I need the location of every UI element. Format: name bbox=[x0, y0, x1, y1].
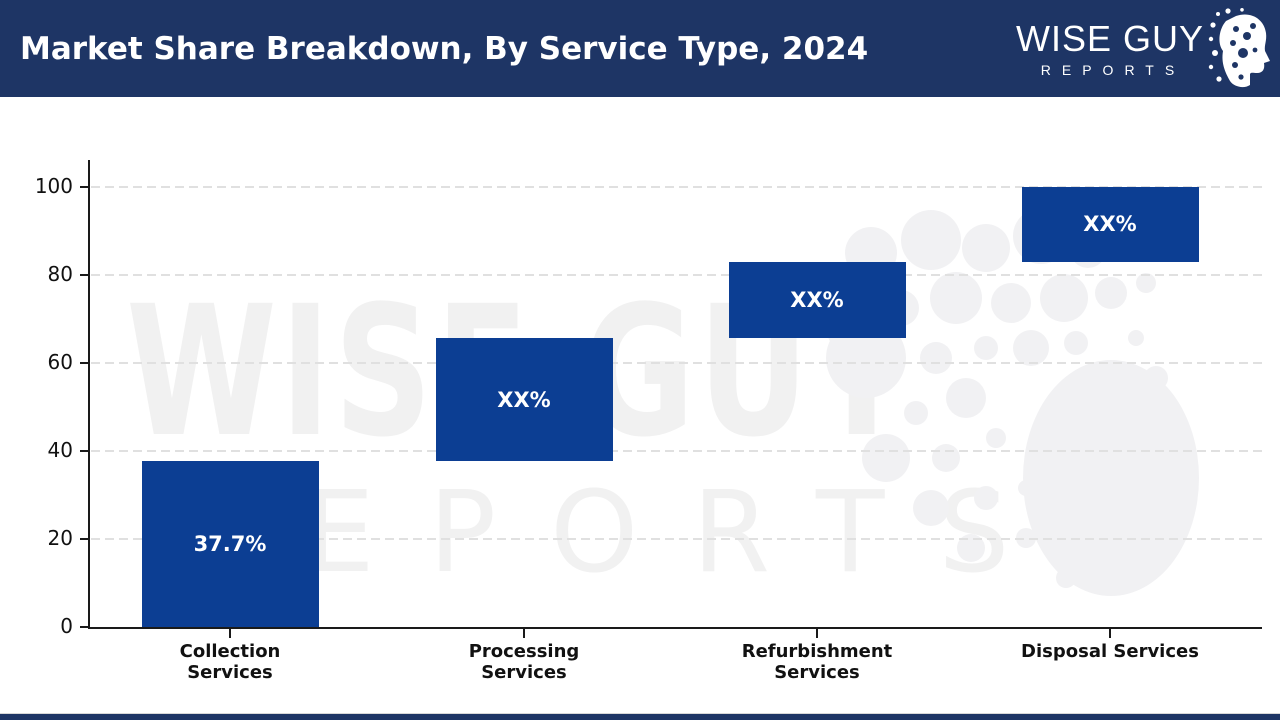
bar-value-label-disposal-services: XX% bbox=[1083, 212, 1137, 237]
x-axis-category-label-disposal-services: Disposal Services bbox=[990, 641, 1230, 662]
y-axis-tick-20 bbox=[80, 538, 88, 540]
bar-collection-services: 37.7% bbox=[141, 461, 319, 627]
bar-disposal-services: XX% bbox=[1021, 187, 1199, 262]
header-bar: Market Share Breakdown, By Service Type,… bbox=[0, 0, 1280, 97]
logo-wordmark: WISE GUY bbox=[1015, 17, 1204, 59]
y-axis-tick-label-100: 100 bbox=[34, 174, 73, 198]
footer-bar bbox=[0, 714, 1280, 720]
gridline-100 bbox=[91, 186, 1262, 188]
bar-processing-services: XX% bbox=[435, 337, 613, 462]
y-axis-tick-80 bbox=[80, 274, 88, 276]
y-axis-tick-label-60: 60 bbox=[47, 350, 73, 374]
logo-text: WISE GUY REPORTS bbox=[1015, 17, 1204, 78]
x-axis-tick-collection-services bbox=[229, 629, 231, 638]
bar-value-label-refurbishment-services: XX% bbox=[790, 287, 844, 312]
gridline-80 bbox=[91, 274, 1262, 276]
y-axis-tick-40 bbox=[80, 450, 88, 452]
category-label-line: Disposal Services bbox=[1021, 641, 1199, 662]
x-axis-tick-processing-services bbox=[523, 629, 525, 638]
category-label-line: Services bbox=[187, 662, 273, 683]
y-axis-tick-label-40: 40 bbox=[47, 438, 73, 462]
x-axis-category-label-refurbishment-services: Refurbishment Services bbox=[697, 641, 937, 683]
gridline-60 bbox=[91, 362, 1262, 364]
y-axis-tick-label-20: 20 bbox=[47, 526, 73, 550]
wise-guy-head-icon bbox=[1208, 8, 1270, 88]
y-axis-tick-0 bbox=[80, 626, 88, 628]
bar-refurbishment-services: XX% bbox=[728, 261, 906, 338]
y-axis-tick-100 bbox=[80, 186, 88, 188]
x-axis-category-label-processing-services: Processing Services bbox=[404, 641, 644, 683]
y-axis-tick-label-80: 80 bbox=[47, 262, 73, 286]
x-axis-line bbox=[88, 627, 1262, 629]
chart-title: Market Share Breakdown, By Service Type,… bbox=[20, 30, 869, 67]
y-axis-line bbox=[88, 160, 90, 629]
bar-value-label-collection-services: 37.7% bbox=[193, 532, 267, 557]
gridline-20 bbox=[91, 538, 1262, 540]
category-label-line: Processing bbox=[468, 641, 580, 662]
logo-subtitle: REPORTS bbox=[1040, 61, 1186, 78]
bar-value-label-processing-services: XX% bbox=[497, 387, 551, 412]
x-axis-tick-refurbishment-services bbox=[816, 629, 818, 638]
category-label-line: Collection bbox=[179, 641, 281, 662]
footer-divider bbox=[0, 713, 1280, 714]
category-label-line: Services bbox=[481, 662, 567, 683]
gridline-40 bbox=[91, 450, 1262, 452]
y-axis-tick-60 bbox=[80, 362, 88, 364]
y-axis-tick-label-0: 0 bbox=[60, 614, 73, 638]
category-label-line: Services bbox=[774, 662, 860, 683]
x-axis-tick-disposal-services bbox=[1109, 629, 1111, 638]
x-axis-category-label-collection-services: Collection Services bbox=[110, 641, 350, 683]
wise-guy-reports-logo: WISE GUY REPORTS bbox=[1016, 6, 1270, 92]
category-label-line: Refurbishment bbox=[741, 641, 893, 662]
